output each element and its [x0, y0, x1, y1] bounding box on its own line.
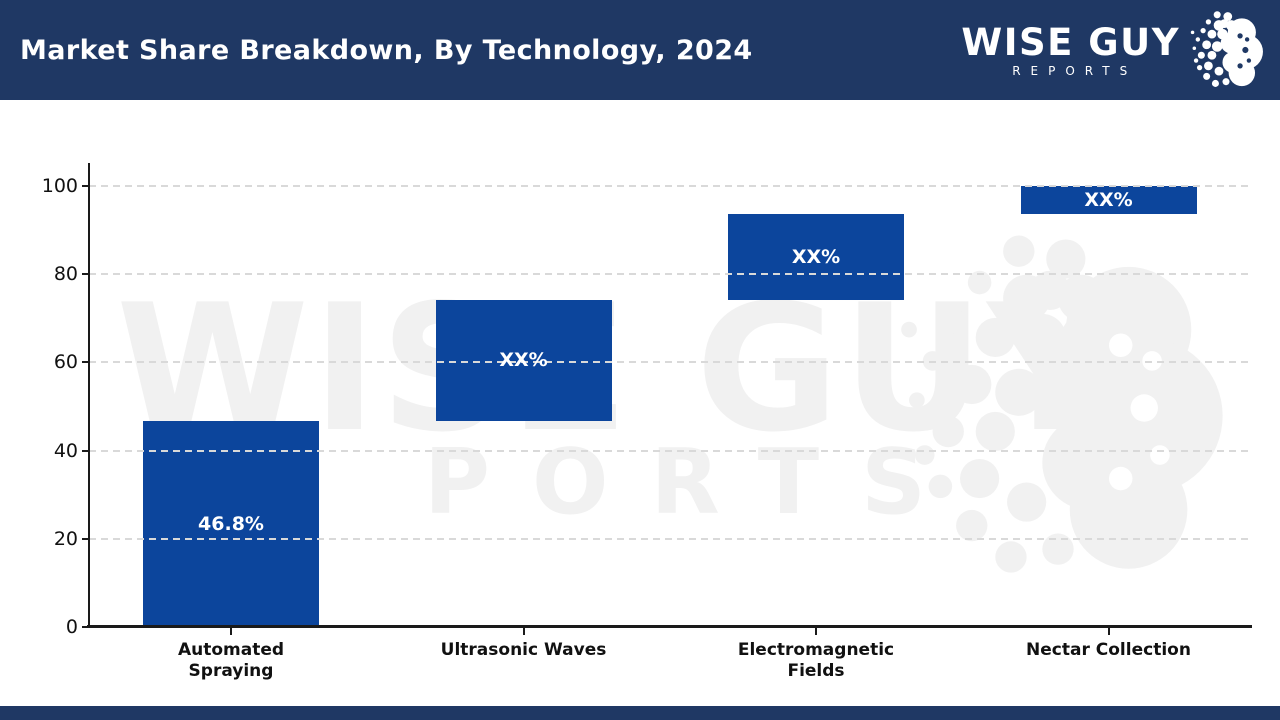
x-tick-label-electromagnetic-fields: Electromagnetic Fields	[737, 640, 895, 681]
footer-bar	[0, 706, 1280, 720]
y-tick-mark-100	[82, 185, 89, 187]
y-tick-label-100: 100	[41, 175, 78, 197]
y-axis-line	[88, 163, 90, 628]
x-tick-mark-automated-spraying	[230, 628, 232, 635]
y-tick-label-40: 40	[53, 439, 78, 462]
bar-value-label-automated-spraying: 46.8%	[198, 512, 264, 535]
gridline-40	[89, 449, 1252, 452]
wiseguy-head-icon	[1190, 11, 1263, 87]
y-tick-mark-40	[82, 449, 89, 452]
logo-subtitle: REPORTS	[1012, 63, 1138, 78]
y-tick-mark-0	[82, 626, 89, 628]
wiseguy-logo: WISE GUY REPORTS	[961, 6, 1270, 94]
y-tick-label-0: 0	[65, 616, 78, 638]
gridline-80	[89, 273, 1252, 276]
x-tick-mark-electromagnetic-fields	[815, 628, 817, 635]
y-tick-mark-20	[82, 537, 89, 540]
x-tick-label-nectar-collection: Nectar Collection	[1026, 640, 1191, 660]
gridline-60	[89, 361, 1252, 364]
bar-electromagnetic-fields	[728, 214, 904, 300]
y-tick-label-20: 20	[53, 527, 78, 550]
logo-name: WISE GUY	[961, 20, 1180, 64]
gridline-20	[89, 537, 1252, 540]
bar-automated-spraying	[143, 420, 319, 627]
bar-value-label-ultrasonic-waves: XX%	[499, 349, 548, 372]
header-bar: Market Share Breakdown, By Technology, 2…	[0, 0, 1280, 100]
y-tick-label-80: 80	[53, 263, 78, 286]
bar-ultrasonic-waves	[435, 299, 612, 421]
x-axis-line	[87, 625, 1252, 628]
x-tick-label-automated-spraying: Automated Spraying	[177, 640, 285, 681]
chart-title: Market Share Breakdown, By Technology, 2…	[20, 34, 753, 66]
y-tick-mark-60	[82, 361, 89, 364]
y-tick-label-60: 60	[53, 351, 78, 374]
y-tick-mark-80	[82, 273, 89, 276]
x-tick-mark-nectar-collection	[1107, 628, 1110, 635]
gridline-100	[89, 185, 1252, 187]
bar-nectar-collection	[1020, 186, 1197, 215]
logo-text: WISE GUY REPORTS	[961, 24, 1180, 77]
bar-value-label-nectar-collection: XX%	[1084, 189, 1133, 212]
x-tick-mark-ultrasonic-waves	[522, 628, 525, 635]
bar-value-label-electromagnetic-fields: XX%	[791, 246, 841, 268]
watermark-head-icon	[901, 235, 1223, 573]
x-tick-label-ultrasonic-waves: Ultrasonic Waves	[440, 640, 607, 660]
